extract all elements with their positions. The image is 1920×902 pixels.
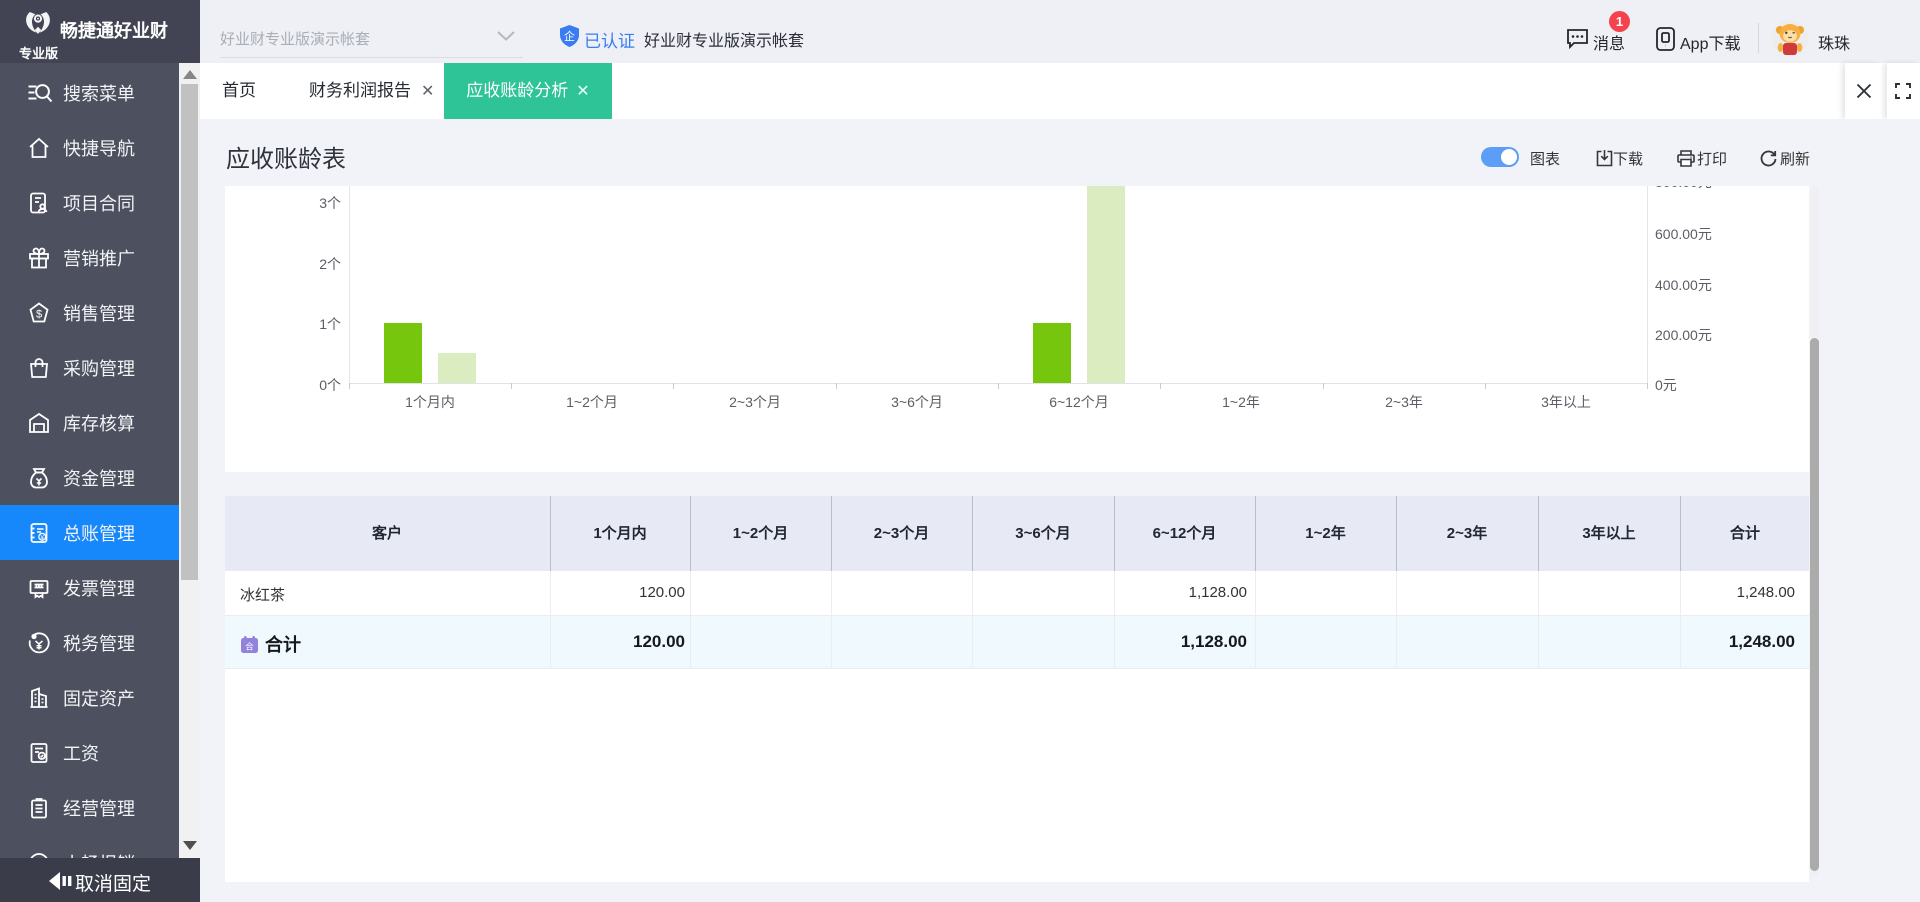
svg-text:$: $: [36, 308, 42, 320]
svg-text:企: 企: [564, 29, 575, 43]
svg-text:合: 合: [245, 642, 254, 652]
svg-text:¥: ¥: [40, 534, 44, 541]
